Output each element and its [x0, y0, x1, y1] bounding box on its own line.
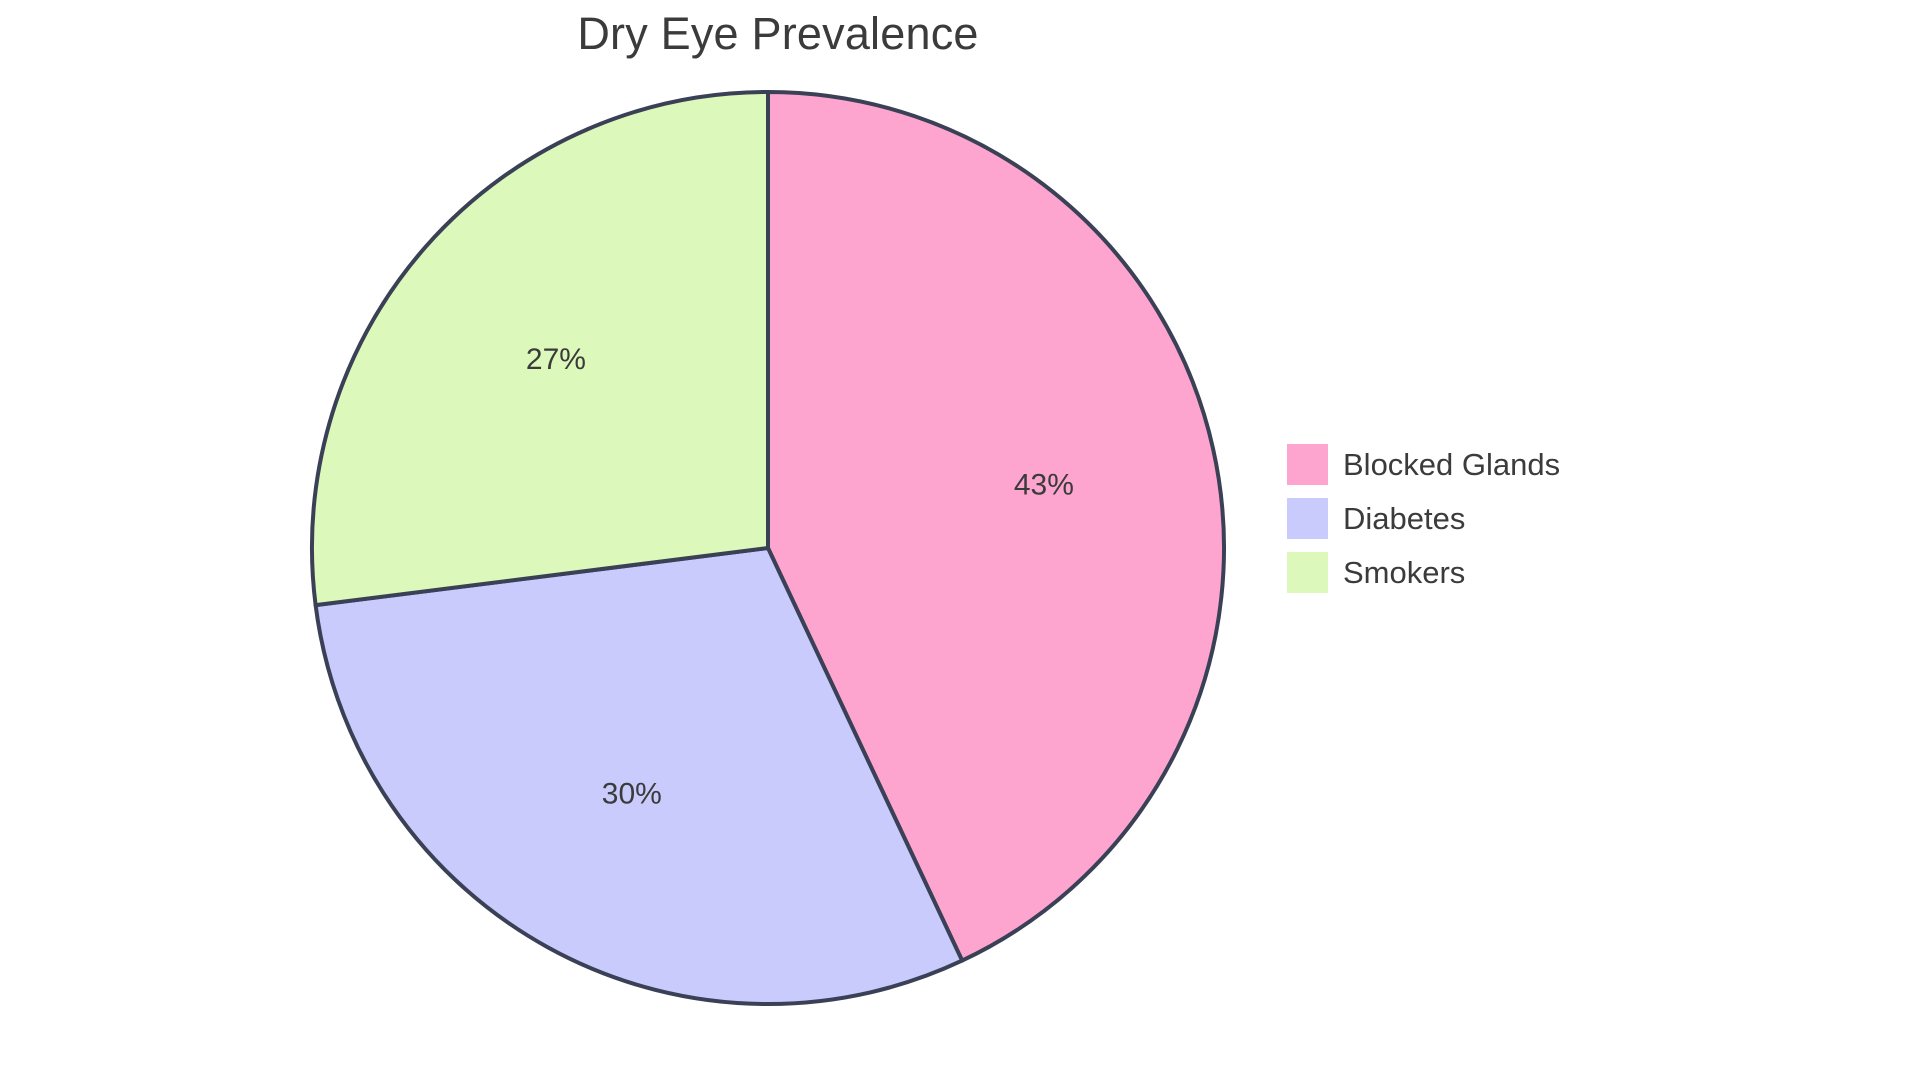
legend-item-label: Blocked Glands [1343, 447, 1561, 482]
pie-slice[interactable] [313, 546, 965, 1006]
pie-slice-value-label: 43% [1014, 468, 1074, 501]
legend-swatch-icon [1287, 552, 1328, 593]
pie-slice-value-label: 27% [526, 343, 586, 376]
legend-item-diabetes[interactable]: Diabetes [1287, 498, 1560, 539]
chart-legend: Blocked Glands Diabetes Smokers [1287, 444, 1560, 593]
legend-swatch-icon [1287, 444, 1328, 485]
pie-chart-svg: 43% 30% 27% [310, 90, 1226, 1006]
pie-slice[interactable] [310, 90, 770, 608]
pie-slice-label-group: 43% 30% 27% [526, 343, 1074, 811]
pie-slice-group [310, 90, 1226, 1006]
pie-chart-plot-area: 43% 30% 27% [310, 90, 1226, 1006]
legend-item-blocked-glands[interactable]: Blocked Glands [1287, 444, 1560, 485]
pie-slice[interactable] [766, 90, 1226, 963]
legend-item-label: Smokers [1343, 555, 1466, 590]
page-title: Dry Eye Prevalence [577, 8, 979, 59]
legend-item-smokers[interactable]: Smokers [1287, 552, 1560, 593]
legend-swatch-icon [1287, 498, 1328, 539]
pie-slice-value-label: 30% [602, 778, 662, 811]
legend-item-label: Diabetes [1343, 501, 1466, 536]
